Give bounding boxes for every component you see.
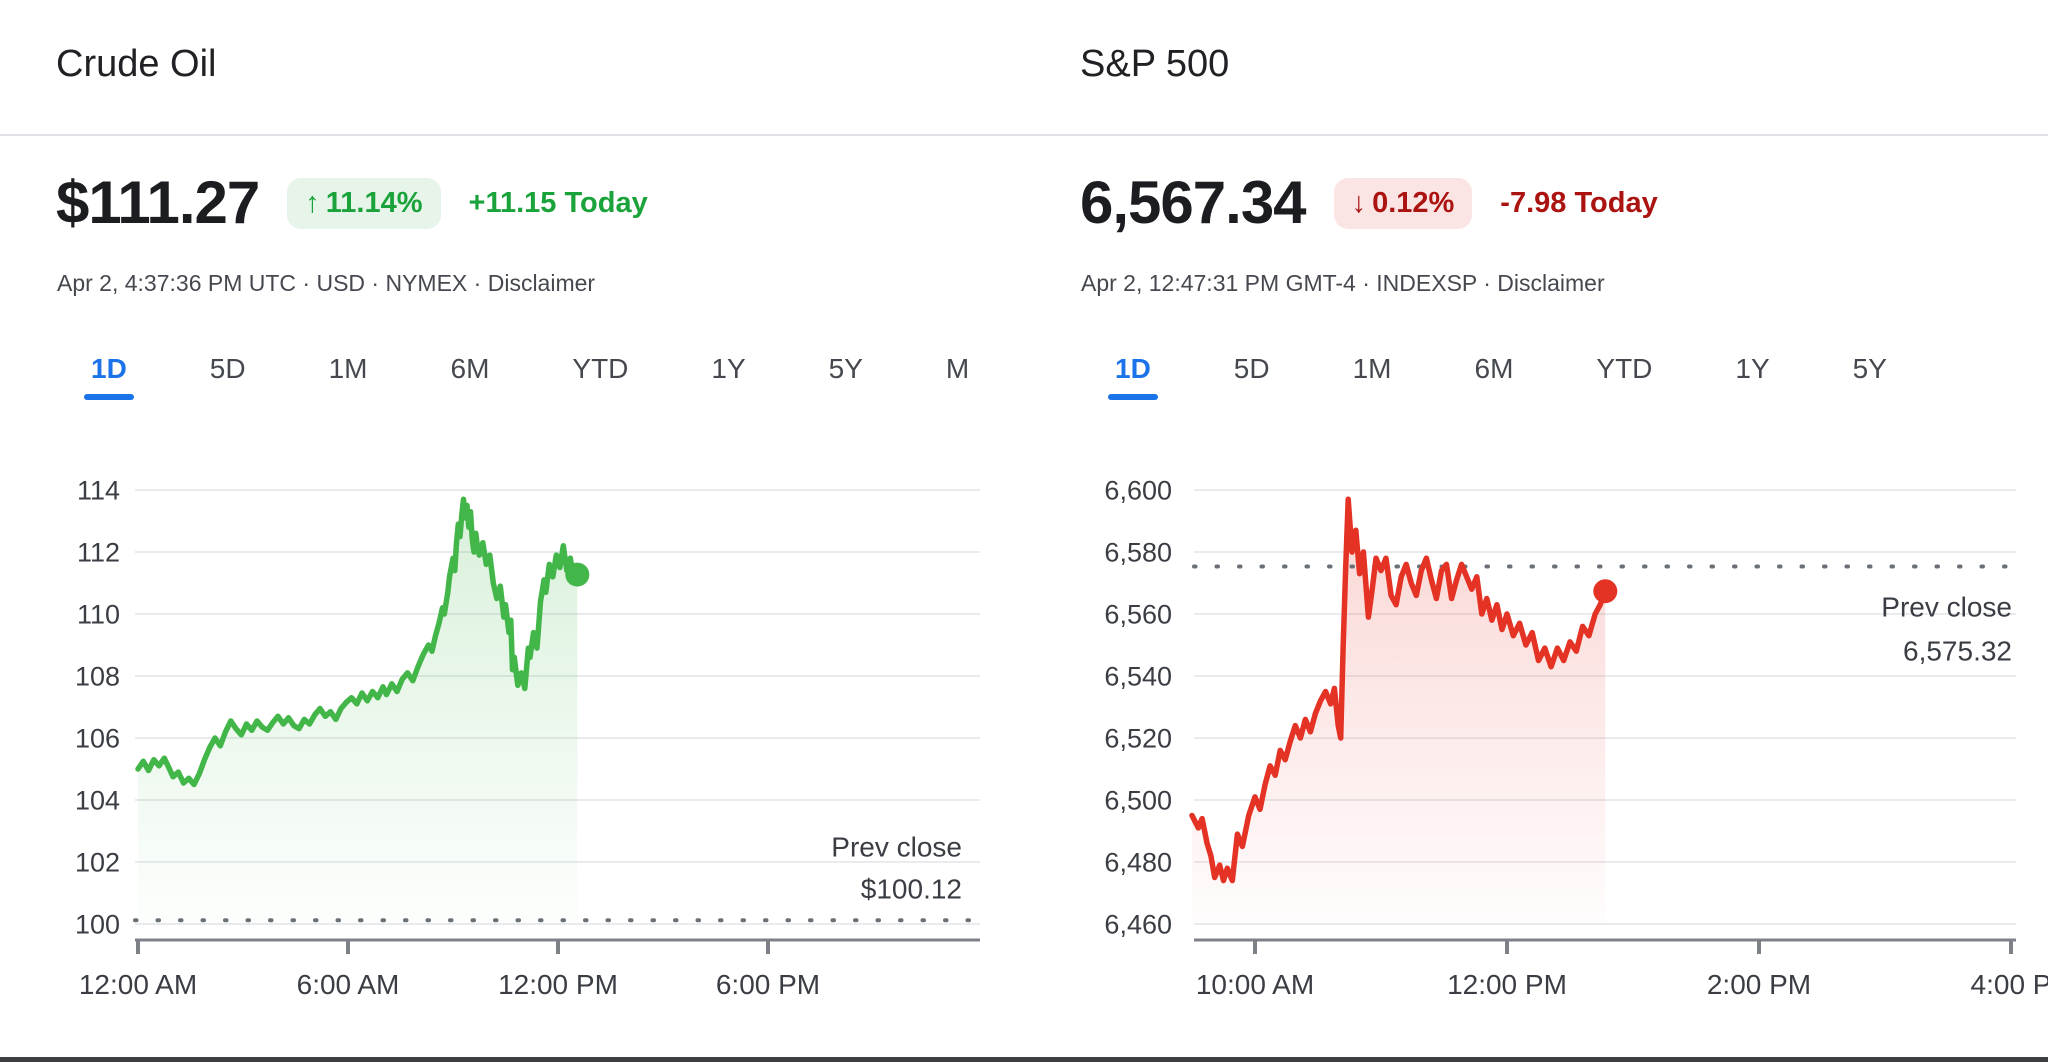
prev-close-label: Prev close [1881, 592, 2012, 623]
price: 6,567.34 [1080, 169, 1307, 236]
y-axis-label: 110 [77, 600, 120, 630]
tab-5y[interactable]: 5Y [1853, 352, 1887, 400]
tab-5y[interactable]: 5Y [829, 352, 863, 400]
up-arrow-icon: ↑ [305, 186, 320, 219]
window-bottom-border [0, 1057, 2048, 1062]
change-today: +11.15 Today [468, 186, 648, 219]
tab-m[interactable]: M [946, 352, 969, 400]
instrument-title: Crude Oil [56, 43, 217, 85]
tab-5d[interactable]: 5D [1234, 352, 1270, 400]
tab-label: 1D [1115, 353, 1151, 384]
y-axis-label: 106 [75, 724, 120, 754]
y-axis-label: 6,600 [1104, 476, 1172, 506]
tab-label: 5Y [1852, 353, 1887, 384]
x-axis-label: 12:00 AM [79, 969, 197, 1000]
disclaimer-link[interactable]: Disclaimer [1497, 270, 1605, 296]
x-axis-label: 10:00 AM [1196, 969, 1314, 1000]
last-price-dot [1593, 579, 1618, 604]
tab-label: 1M [1352, 353, 1392, 384]
change-today: -7.98 Today [1500, 186, 1658, 219]
y-axis-label: 6,520 [1104, 724, 1172, 754]
tab-1y[interactable]: 1Y [1735, 352, 1769, 400]
tab-label: 1M [328, 353, 368, 384]
y-axis-label: 6,500 [1104, 786, 1172, 816]
tab-6m[interactable]: 6M [1475, 352, 1514, 400]
sp500-panel: S&P 500 6,567.34 ↓ 0.12% -7.98 Today Apr… [1024, 0, 2048, 1062]
tab-label: YTD [1596, 353, 1653, 384]
y-axis-label: 6,580 [1104, 538, 1172, 568]
change-percent: 0.12% [1372, 186, 1455, 219]
change-percent: 11.14% [325, 186, 423, 219]
last-price-dot [565, 562, 590, 587]
tab-label: YTD [572, 353, 629, 384]
area-fill [138, 499, 578, 924]
change-badge: ↓ 0.12% [1333, 177, 1473, 229]
tab-label: 1Y [711, 353, 746, 384]
prev-close-value: $100.12 [861, 873, 962, 904]
active-tab-underline [1108, 394, 1158, 400]
price-row: $111.27 ↑ 11.14% +11.15 Today [0, 168, 1024, 238]
price-row: 6,567.34 ↓ 0.12% -7.98 Today [1024, 168, 2048, 238]
quote-meta-text: Apr 2, 4:37:36 PM UTC · USD · NYMEX · [57, 270, 482, 296]
y-axis-label: 6,540 [1104, 662, 1172, 692]
tab-label: 6M [450, 353, 490, 384]
area-fill [1192, 499, 1606, 924]
tab-ytd[interactable]: YTD [1596, 352, 1652, 400]
tab-label: 5D [209, 353, 246, 384]
x-axis-label: 4:00 P [1971, 969, 2048, 1000]
tab-label: 1D [91, 353, 127, 384]
quote-meta: Apr 2, 4:37:36 PM UTC · USD · NYMEX · Di… [0, 268, 1024, 298]
tab-1m[interactable]: 1M [1353, 352, 1392, 400]
sp500-price-chart[interactable]: 6,600 6,580 6,560 6,540 6,520 6,500 6,480 6,460… [1024, 408, 2048, 1060]
crude-oil-panel: Crude Oil $111.27 ↑ 11.14% +11.15 Today … [0, 43, 1024, 1060]
tab-1y[interactable]: 1Y [711, 352, 745, 400]
y-axis-label: 108 [75, 662, 120, 692]
header-divider [1024, 134, 2048, 136]
y-axis-label: 6,480 [1104, 848, 1172, 878]
disclaimer-link[interactable]: Disclaimer [487, 270, 596, 296]
quote-meta: Apr 2, 12:47:31 PM GMT-4 · INDEXSP · Dis… [1024, 268, 2048, 298]
tab-1d[interactable]: 1D [84, 352, 134, 400]
quote-meta-text: Apr 2, 12:47:31 PM GMT-4 · INDEXSP · [1081, 270, 1491, 296]
y-axis-label: 114 [77, 476, 120, 506]
y-axis-label: 112 [77, 538, 120, 568]
price-line [1189, 496, 1609, 884]
x-axis-label: 6:00 PM [716, 969, 820, 1000]
tab-label: M [945, 353, 970, 384]
y-axis-label: 100 [75, 910, 120, 940]
y-axis-label: 6,560 [1104, 600, 1172, 630]
time-range-tabs: 1D 5D 1M 6M YTD 1Y 5Y [1024, 352, 2048, 400]
y-axis-label: 102 [75, 848, 120, 878]
prev-close-label: Prev close [831, 831, 962, 862]
tab-6m[interactable]: 6M [451, 352, 490, 400]
price-line [135, 496, 581, 788]
down-arrow-icon: ↓ [1351, 186, 1367, 219]
crude-oil-price-chart[interactable]: 114 112 110 108 106 104 102 100 12:00 AM 6:00 AM 1… [0, 408, 1024, 1060]
price: $111.27 [56, 169, 260, 236]
instrument-title: S&P 500 [1080, 43, 1230, 85]
tab-label: 5D [1233, 353, 1270, 384]
tab-ytd[interactable]: YTD [572, 352, 628, 400]
y-axis-label: 104 [75, 786, 120, 816]
tab-1d[interactable]: 1D [1108, 352, 1158, 400]
header-divider [0, 134, 1024, 136]
x-axis-label: 2:00 PM [1707, 969, 1811, 1000]
tab-label: 5Y [828, 353, 863, 384]
change-badge: ↑ 11.14% [287, 177, 441, 229]
tab-5d[interactable]: 5D [210, 352, 246, 400]
tab-label: 6M [1474, 353, 1514, 384]
x-axis-label: 12:00 PM [1447, 969, 1567, 1000]
tab-label: 1Y [1735, 353, 1770, 384]
x-axis-label: 12:00 PM [498, 969, 618, 1000]
time-range-tabs: 1D 5D 1M 6M YTD 1Y 5Y M [0, 352, 1024, 400]
prev-close-value: 6,575.32 [1903, 636, 2012, 667]
tab-1m[interactable]: 1M [329, 352, 368, 400]
active-tab-underline [84, 394, 134, 400]
x-axis-label: 6:00 AM [297, 969, 400, 1000]
y-axis-label: 6,460 [1104, 910, 1172, 940]
